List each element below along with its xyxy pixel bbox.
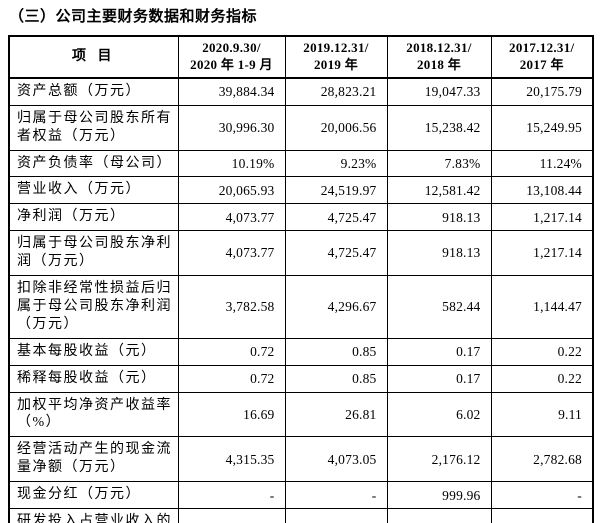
cell-value: 30,996.30 xyxy=(177,104,286,151)
table-row-basic-eps: 基本每股收益（元） 0.72 0.85 0.17 0.22 xyxy=(8,337,594,366)
cell-value: 4.44% xyxy=(177,508,286,523)
cell-value: 6.02 xyxy=(386,391,492,438)
cell-value: - xyxy=(284,481,388,510)
table-row-operating-revenue: 营业收入（万元） 20,065.93 24,519.97 12,581.42 1… xyxy=(8,176,594,205)
row-label: 加权平均净资产收益率（%） xyxy=(8,391,179,438)
row-label: 资产负债率（母公司） xyxy=(8,149,179,178)
cell-value: 0.72 xyxy=(177,337,286,366)
cell-value: 10.19% xyxy=(177,149,286,178)
table-row-cash-dividend: 现金分红（万元） - - 999.96 - xyxy=(8,481,594,510)
cell-value: 918.13 xyxy=(386,230,492,277)
cell-value: 0.22 xyxy=(490,364,594,393)
cell-value: 26.81 xyxy=(284,391,388,438)
row-label: 稀释每股收益（元） xyxy=(8,364,179,393)
row-label: 基本每股收益（元） xyxy=(8,337,179,366)
row-label: 归属于母公司股东净利润（万元） xyxy=(8,230,179,277)
cell-value: 918.13 xyxy=(386,203,492,232)
cell-value: 5.22% xyxy=(386,508,492,523)
table-row-net-profit: 净利润（万元） 4,073.77 4,725.47 918.13 1,217.1… xyxy=(8,203,594,232)
cell-value: 4,315.35 xyxy=(177,436,286,483)
cell-value: 4,725.47 xyxy=(284,230,388,277)
financial-indicators-table: 项 目 2020.9.30/ 2020 年 1-9 月 2019.12.31/ … xyxy=(8,35,594,523)
row-label: 资产总额（万元） xyxy=(8,77,179,106)
cell-value: - xyxy=(177,481,286,510)
cell-value: 0.85 xyxy=(284,337,388,366)
cell-value: 13,108.44 xyxy=(490,176,594,205)
cell-value: 4,073.77 xyxy=(177,230,286,277)
cell-value: 39,884.34 xyxy=(177,77,286,106)
header-period-2018: 2018.12.31/ 2018 年 xyxy=(386,35,492,79)
cell-value: 1,217.14 xyxy=(490,203,594,232)
cell-value: 15,249.95 xyxy=(490,104,594,151)
table-row-operating-cash-flow: 经营活动产生的现金流量净额（万元） 4,315.35 4,073.05 2,17… xyxy=(8,436,594,483)
cell-value: 0.17 xyxy=(386,337,492,366)
cell-value: 24,519.97 xyxy=(284,176,388,205)
table-row-debt-ratio: 资产负债率（母公司） 10.19% 9.23% 7.83% 11.24% xyxy=(8,149,594,178)
cell-value: 7.83% xyxy=(386,149,492,178)
row-label: 营业收入（万元） xyxy=(8,176,179,205)
header-period-2019: 2019.12.31/ 2019 年 xyxy=(284,35,388,79)
cell-value: 0.72 xyxy=(177,364,286,393)
cell-value: 20,065.93 xyxy=(177,176,286,205)
row-label: 经营活动产生的现金流量净额（万元） xyxy=(8,436,179,483)
cell-value: 2,782.68 xyxy=(490,436,594,483)
cell-value: 0.22 xyxy=(490,337,594,366)
table-row-weighted-roe: 加权平均净资产收益率（%） 16.69 26.81 6.02 9.11 xyxy=(8,391,594,438)
header-item-column: 项 目 xyxy=(8,35,179,79)
row-label: 扣除非经常性损益后归属于母公司股东净利润（万元） xyxy=(8,275,179,339)
cell-value: 9.23% xyxy=(284,149,388,178)
cell-value: 5.98% xyxy=(490,508,594,523)
table-row-non-recurring-net-profit: 扣除非经常性损益后归属于母公司股东净利润（万元） 3,782.58 4,296.… xyxy=(8,275,594,339)
cell-value: 0.85 xyxy=(284,364,388,393)
row-label: 净利润（万元） xyxy=(8,203,179,232)
cell-value: 20,175.79 xyxy=(490,77,594,106)
cell-value: 4,073.05 xyxy=(284,436,388,483)
cell-value: 582.44 xyxy=(386,275,492,339)
header-period-2020: 2020.9.30/ 2020 年 1-9 月 xyxy=(177,35,286,79)
cell-value: 20,006.56 xyxy=(284,104,388,151)
section-title: （三）公司主要财务数据和财务指标 xyxy=(9,9,258,25)
table-header-row: 项 目 2020.9.30/ 2020 年 1-9 月 2019.12.31/ … xyxy=(8,35,594,79)
cell-value: 15,238.42 xyxy=(386,104,492,151)
cell-value: - xyxy=(490,481,594,510)
row-label: 归属于母公司股东所有者权益（万元） xyxy=(8,104,179,151)
cell-value: 1,217.14 xyxy=(490,230,594,277)
cell-value: 999.96 xyxy=(386,481,492,510)
table-row-total-assets: 资产总额（万元） 39,884.34 28,823.21 19,047.33 2… xyxy=(8,77,594,106)
cell-value: 16.69 xyxy=(177,391,286,438)
row-label: 现金分红（万元） xyxy=(8,481,179,510)
table-row-parent-equity: 归属于母公司股东所有者权益（万元） 30,996.30 20,006.56 15… xyxy=(8,104,594,151)
cell-value: 1,144.47 xyxy=(490,275,594,339)
cell-value: 11.24% xyxy=(490,149,594,178)
cell-value: 4.30% xyxy=(284,508,388,523)
cell-value: 4,073.77 xyxy=(177,203,286,232)
cell-value: 2,176.12 xyxy=(386,436,492,483)
cell-value: 28,823.21 xyxy=(284,77,388,106)
header-period-2017: 2017.12.31/ 2017 年 xyxy=(490,35,594,79)
table-row-diluted-eps: 稀释每股收益（元） 0.72 0.85 0.17 0.22 xyxy=(8,364,594,393)
cell-value: 12,581.42 xyxy=(386,176,492,205)
cell-value: 4,296.67 xyxy=(284,275,388,339)
cell-value: 4,725.47 xyxy=(284,203,388,232)
row-label: 研发投入占营业收入的比例 xyxy=(8,508,179,523)
table-row-rd-ratio: 研发投入占营业收入的比例 4.44% 4.30% 5.22% 5.98% xyxy=(8,508,594,523)
table-row-parent-net-profit: 归属于母公司股东净利润（万元） 4,073.77 4,725.47 918.13… xyxy=(8,230,594,277)
cell-value: 19,047.33 xyxy=(386,77,492,106)
cell-value: 9.11 xyxy=(490,391,594,438)
cell-value: 3,782.58 xyxy=(177,275,286,339)
cell-value: 0.17 xyxy=(386,364,492,393)
